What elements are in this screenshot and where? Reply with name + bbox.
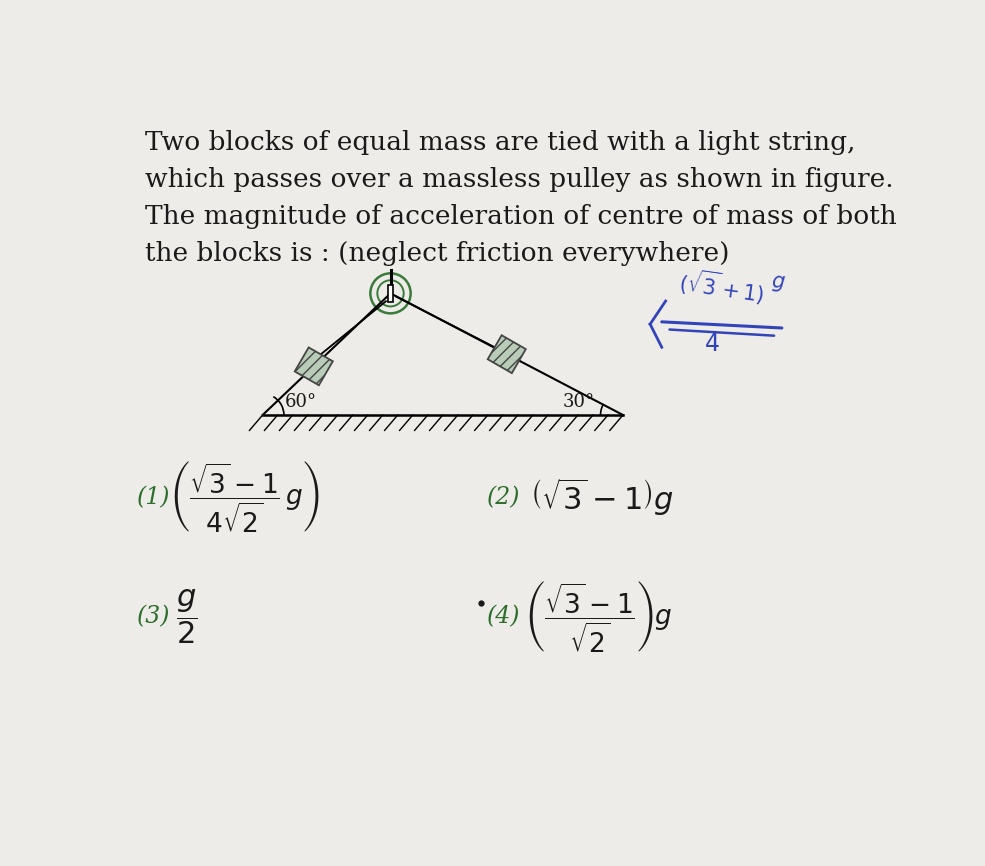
Text: the blocks is : (neglect friction everywhere): the blocks is : (neglect friction everyw…	[145, 241, 729, 266]
Text: (3): (3)	[137, 605, 170, 628]
Text: (2): (2)	[488, 486, 521, 509]
Text: $\left(\dfrac{\sqrt{3}-1}{\sqrt{2}}\right)g$: $\left(\dfrac{\sqrt{3}-1}{\sqrt{2}}\righ…	[526, 578, 673, 655]
Text: The magnitude of acceleration of centre of mass of both: The magnitude of acceleration of centre …	[145, 204, 896, 229]
Text: $4$: $4$	[704, 333, 720, 356]
Text: which passes over a massless pulley as shown in figure.: which passes over a massless pulley as s…	[145, 167, 893, 192]
Text: 30°: 30°	[562, 393, 595, 411]
Text: 60°: 60°	[285, 393, 316, 411]
Text: (4): (4)	[488, 605, 521, 628]
Polygon shape	[488, 335, 526, 373]
Bar	[388, 285, 393, 302]
Text: $g$: $g$	[770, 273, 786, 294]
Text: $(\sqrt{3}+1)$: $(\sqrt{3}+1)$	[678, 265, 767, 308]
Text: (1): (1)	[137, 486, 170, 509]
Text: $\left(\sqrt{3}-1\right)g$: $\left(\sqrt{3}-1\right)g$	[530, 476, 674, 519]
Text: $\dfrac{g}{2}$: $\dfrac{g}{2}$	[176, 587, 197, 646]
Text: Two blocks of equal mass are tied with a light string,: Two blocks of equal mass are tied with a…	[145, 130, 855, 155]
Text: $\left(\dfrac{\sqrt{3}-1}{4\sqrt{2}}\,g\right)$: $\left(\dfrac{\sqrt{3}-1}{4\sqrt{2}}\,g\…	[171, 459, 320, 535]
Polygon shape	[295, 347, 333, 385]
